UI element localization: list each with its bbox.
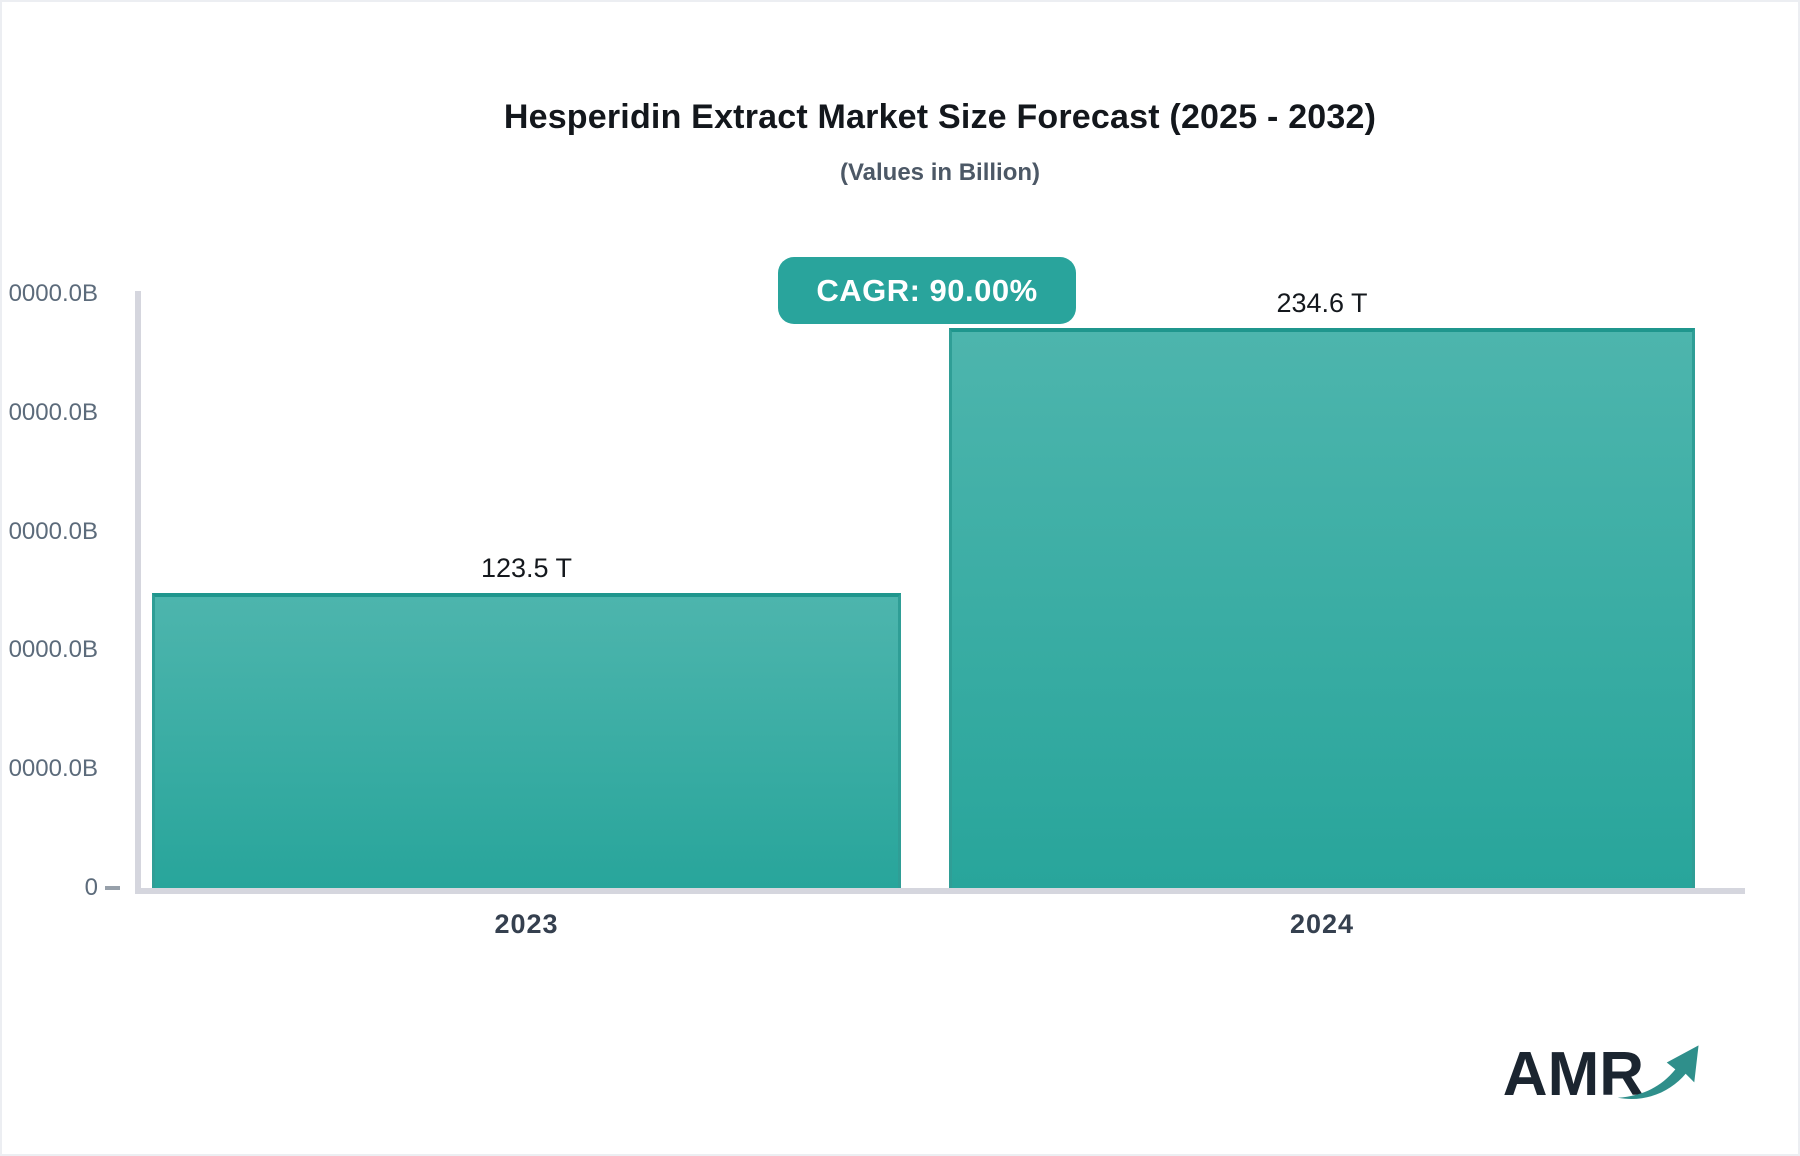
y-axis-zero-tick-mark [105, 886, 120, 890]
y-axis-tick-label: 0000.0B [8, 280, 98, 307]
bar-2024: 234.6 T [949, 288, 1695, 888]
bar-2023: 123.5 T [152, 553, 901, 888]
y-axis-zero-label: 0 [84, 874, 98, 901]
bar-value-label: 123.5 T [480, 553, 573, 584]
amr-logo-text: AMR [1502, 1040, 1644, 1109]
x-axis-line [135, 888, 1745, 894]
y-axis-tick-label: 0000.0B [8, 636, 98, 663]
bar-group-2023: 123.5 T 2023 [152, 291, 901, 939]
growth-arrow-icon [1617, 1045, 1699, 1100]
y-axis-line [135, 291, 141, 894]
chart-title: Hesperidin Extract Market Size Forecast … [503, 98, 1377, 136]
chart-subtitle: (Values in Billion) [839, 159, 1041, 186]
cagr-badge: CAGR: 90.00% [778, 257, 1076, 324]
amr-logo: AMR [1503, 1040, 1702, 1106]
cagr-badge-label: CAGR: 90.00% [816, 272, 1038, 308]
y-axis-tick-label: 0000.0B [8, 518, 98, 545]
chart-header: Hesperidin Extract Market Size Forecast … [135, 98, 1745, 187]
x-axis-label-2023: 2023 [494, 909, 559, 939]
bar-value-label: 234.6 T [1276, 287, 1368, 318]
plot-area: 123.5 T 2023 234.6 T 2024 [135, 288, 1745, 939]
y-axis-tick-label: 0000.0B [8, 755, 98, 782]
y-axis-tick-label: 0000.0B [8, 399, 98, 426]
x-axis-label-2024: 2024 [1289, 909, 1355, 939]
bar-group-2024: 234.6 T 2024 [949, 288, 1695, 939]
